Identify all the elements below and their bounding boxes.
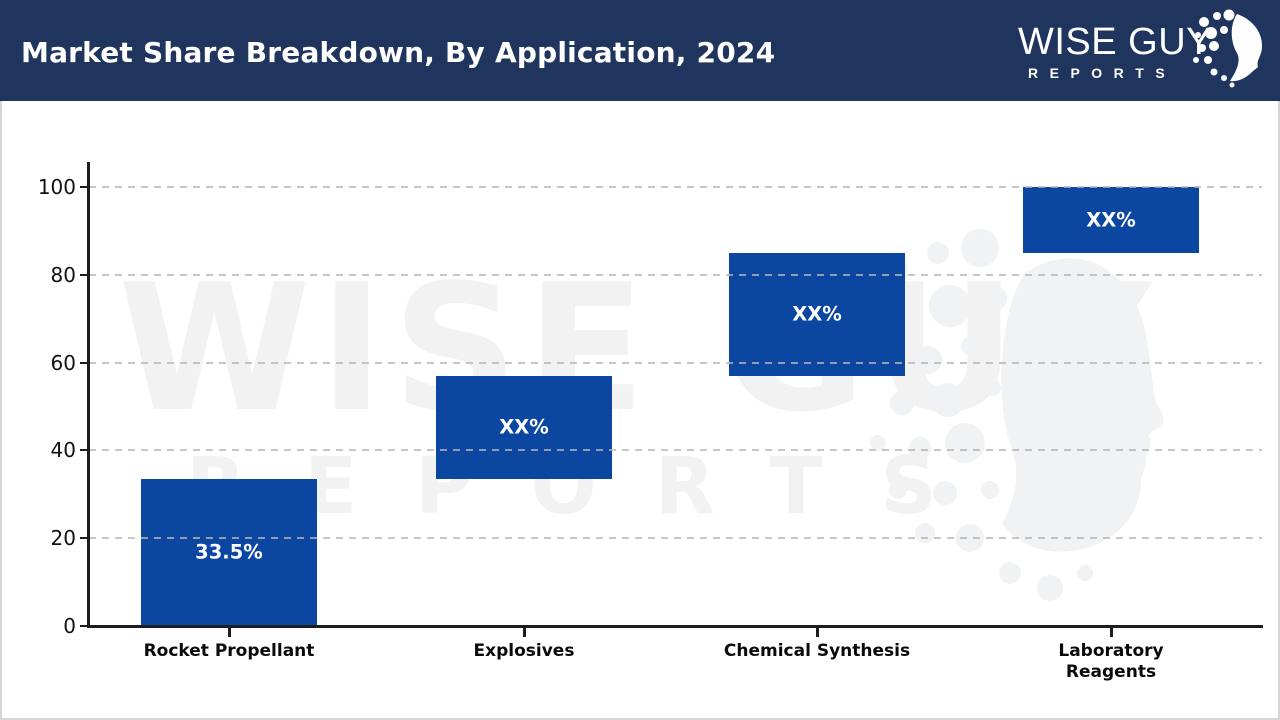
gridline [89,361,1262,364]
bar [141,478,317,626]
watermark-face-icon [870,229,1164,601]
bar [1023,187,1199,253]
bar-value-label: 33.5% [195,540,263,564]
bar-value-label: XX% [1086,208,1136,232]
logo-subtext: REPORTS [1028,65,1176,81]
y-tick-label: 0 [63,614,76,638]
y-tick-mark [80,361,88,364]
bar [729,252,905,376]
x-tick-mark [228,628,231,637]
bar [436,375,612,479]
watermark-wordmark: WISE GUY [118,248,1160,451]
y-axis-line [87,162,90,628]
gridline [89,273,1262,276]
y-tick-mark [80,537,88,540]
y-tick-label: 20 [50,526,76,551]
category-label: Laboratory Reagents [1058,641,1164,682]
y-tick-mark [80,449,88,452]
category-label: Chemical Synthesis [723,641,911,661]
y-tick-mark [80,625,88,627]
y-tick-label: 60 [50,350,76,375]
category-label: Explosives [473,641,575,661]
bar-value-label: XX% [792,302,842,326]
header-bar: Market Share Breakdown, By Application, … [0,0,1280,101]
page-title: Market Share Breakdown, By Application, … [21,36,776,69]
logo-face-icon [1193,9,1263,88]
x-tick-mark [816,628,819,637]
category-label: Rocket Propellant [143,641,315,661]
gridline [89,537,1262,540]
wise-guy-logo: WISE GUY REPORTS [1016,8,1266,92]
bar-value-label: XX% [499,415,549,439]
logo-wordmark: WISE GUY [1018,21,1212,63]
y-tick-label: 40 [50,438,76,463]
wise-guy-logo-graphic: WISE GUY REPORTS [1018,9,1263,88]
x-axis-line [87,625,1263,628]
y-tick-label: 100 [37,175,76,199]
y-tick-mark [80,273,88,276]
y-tick-label: 80 [50,262,76,287]
x-tick-mark [1110,628,1113,637]
y-tick-mark [80,186,88,188]
gridline [89,449,1262,452]
gridline [89,186,1262,188]
x-tick-mark [523,628,526,637]
